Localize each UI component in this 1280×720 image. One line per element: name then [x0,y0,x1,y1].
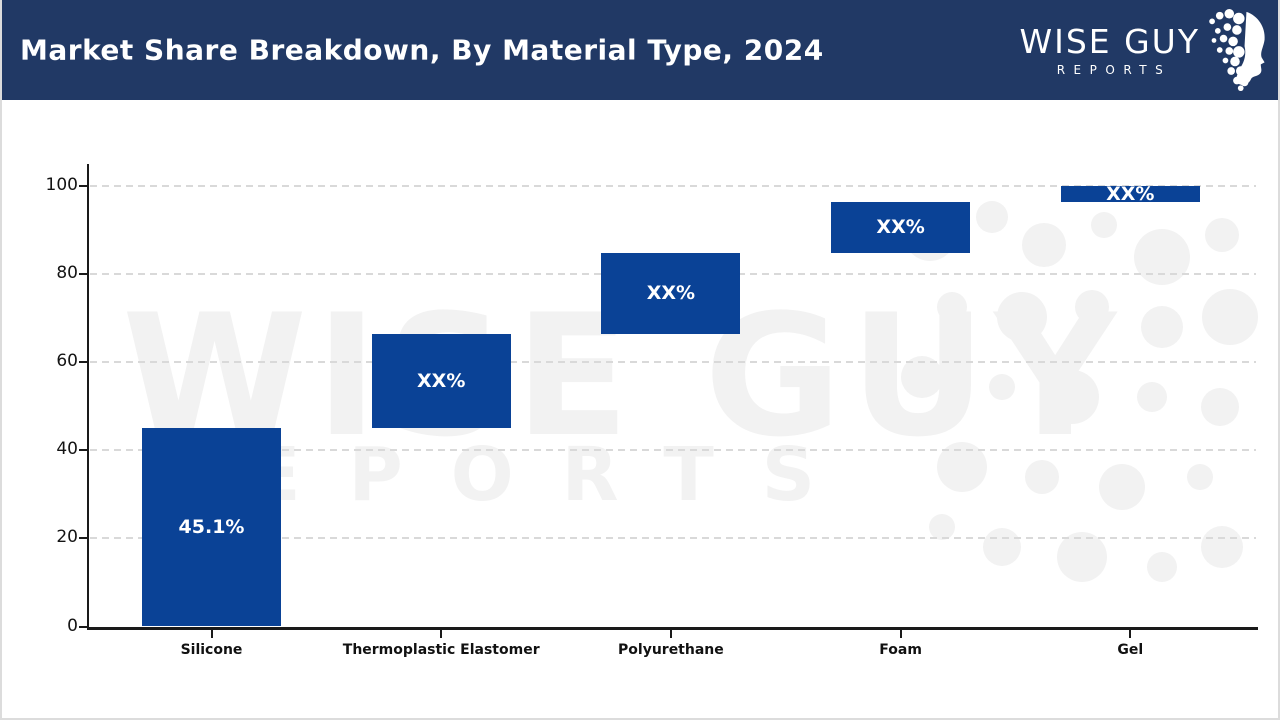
y-tick-label: 40 [56,439,78,460]
x-category-label: Polyurethane [618,642,724,658]
bar-value-label: XX% [1106,182,1155,205]
y-gridline [90,185,1256,187]
y-tick-mark [79,273,87,276]
header-bar: Market Share Breakdown, By Material Type… [0,0,1280,100]
x-category-label: Foam [879,642,922,658]
x-tick-mark [1129,630,1132,638]
x-tick-mark [669,630,672,638]
brand-face-icon [1209,8,1265,92]
bar: XX% [831,201,971,253]
bar-value-label: 45.1% [178,516,245,539]
bar: XX% [1060,182,1200,205]
x-category-label: Silicone [180,642,243,658]
x-tick-mark [440,630,443,638]
brand-wordmark-line1: WISE GUY [1019,21,1200,61]
y-gridline [90,361,1256,364]
y-tick-label: 100 [45,175,78,195]
y-tick-mark [79,361,87,364]
x-axis-spine [87,627,1258,630]
y-gridline [90,449,1256,452]
x-category-label: Gel [1117,642,1144,658]
bar: XX% [601,252,741,335]
x-category-label: Thermoplastic Elastomer [342,642,540,658]
x-tick-mark [899,630,902,638]
bar-value-label: XX% [646,282,696,305]
bar: XX% [371,334,511,428]
bar: 45.1% [142,427,281,627]
watermark-face-dots-icon [901,201,1258,582]
y-tick-label: 60 [56,351,78,372]
page-title: Market Share Breakdown, By Material Type… [20,33,824,67]
y-axis-spine [87,164,89,630]
brand-logo: WISE GUY REPORTS [1019,6,1266,94]
x-tick-mark [210,630,213,638]
bar-value-label: XX% [876,216,925,239]
y-tick-mark [79,625,87,628]
bar-value-label: XX% [417,370,466,393]
y-tick-mark [79,537,87,540]
y-tick-label: 20 [56,527,78,548]
y-gridline [90,537,1256,540]
brand-wordmark-line2: REPORTS [1056,62,1172,77]
y-tick-mark [79,449,87,452]
brand-wordmark: WISE GUY REPORTS [1019,21,1200,77]
y-tick-mark [79,185,87,187]
y-tick-label: 0 [67,615,78,636]
y-tick-label: 80 [56,263,78,284]
